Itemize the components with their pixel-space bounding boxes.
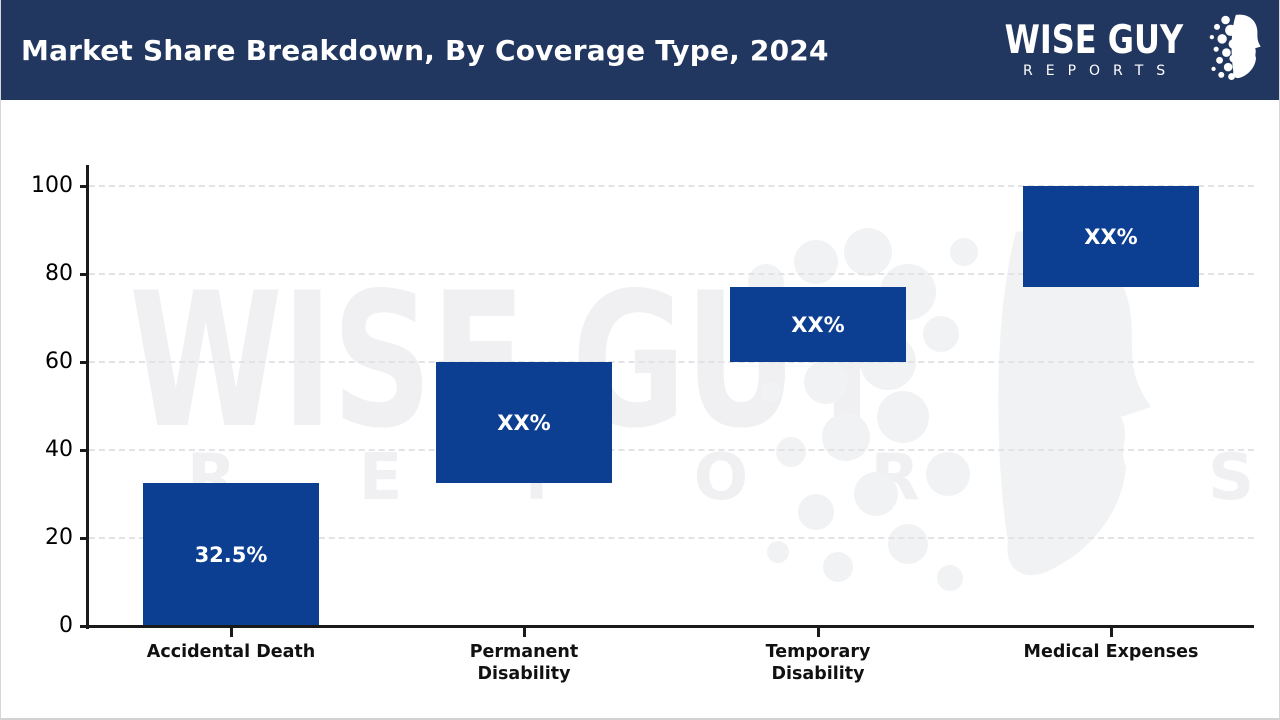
y-tick-label-20: 20 bbox=[45, 525, 73, 550]
y-tick-label-80: 80 bbox=[45, 261, 73, 286]
bar-value-label: XX% bbox=[1084, 224, 1138, 249]
y-tick-40 bbox=[80, 448, 89, 452]
bar-value-label: XX% bbox=[791, 312, 845, 337]
y-tick-0 bbox=[80, 624, 89, 628]
page-title: Market Share Breakdown, By Coverage Type… bbox=[21, 33, 829, 67]
bar-medical-expenses: XX% bbox=[1023, 186, 1199, 288]
x-tick-1 bbox=[522, 628, 526, 637]
y-tick-label-0: 0 bbox=[59, 613, 73, 638]
y-tick-60 bbox=[80, 360, 89, 364]
y-tick-100 bbox=[80, 184, 89, 188]
x-tick-3 bbox=[1109, 628, 1113, 637]
x-tick-label-1: Permanent Disability bbox=[469, 642, 579, 684]
logo-text: WISE GUY REPORTS bbox=[985, 21, 1203, 79]
y-tick-20 bbox=[80, 536, 89, 540]
gridline-100 bbox=[89, 185, 1254, 187]
y-axis-line bbox=[86, 165, 89, 629]
y-tick-80 bbox=[80, 272, 89, 276]
y-tick-label-100: 100 bbox=[31, 173, 73, 198]
x-tick-0 bbox=[229, 628, 233, 637]
logo-subtitle: REPORTS bbox=[1023, 63, 1179, 79]
x-axis-line bbox=[86, 625, 1254, 628]
wise-guy-logo: WISE GUY REPORTS bbox=[985, 7, 1265, 93]
y-tick-label-60: 60 bbox=[45, 349, 73, 374]
y-tick-label-40: 40 bbox=[45, 437, 73, 462]
gridline-80 bbox=[89, 273, 1254, 275]
bar-accidental-death: 32.5% bbox=[143, 483, 319, 626]
watermark-head-graphic bbox=[748, 228, 1151, 591]
x-tick-2 bbox=[816, 628, 820, 637]
bar-value-label: 32.5% bbox=[194, 542, 268, 567]
logo-head-icon bbox=[1209, 14, 1261, 80]
bar-temporary-disability: XX% bbox=[730, 287, 906, 362]
gridline-20 bbox=[89, 537, 1254, 539]
bar-permanent-disability: XX% bbox=[436, 362, 612, 483]
header-banner: Market Share Breakdown, By Coverage Type… bbox=[1, 0, 1279, 100]
x-tick-label-3: Medical Expenses bbox=[1023, 642, 1199, 662]
gridline-40 bbox=[89, 449, 1254, 451]
x-tick-label-2: Temporary Disability bbox=[765, 642, 871, 684]
x-tick-label-0: Accidental Death bbox=[146, 642, 316, 662]
bar-value-label: XX% bbox=[497, 410, 551, 435]
logo-wordmark: WISE GUY bbox=[1004, 18, 1184, 63]
gridline-60 bbox=[89, 361, 1254, 363]
